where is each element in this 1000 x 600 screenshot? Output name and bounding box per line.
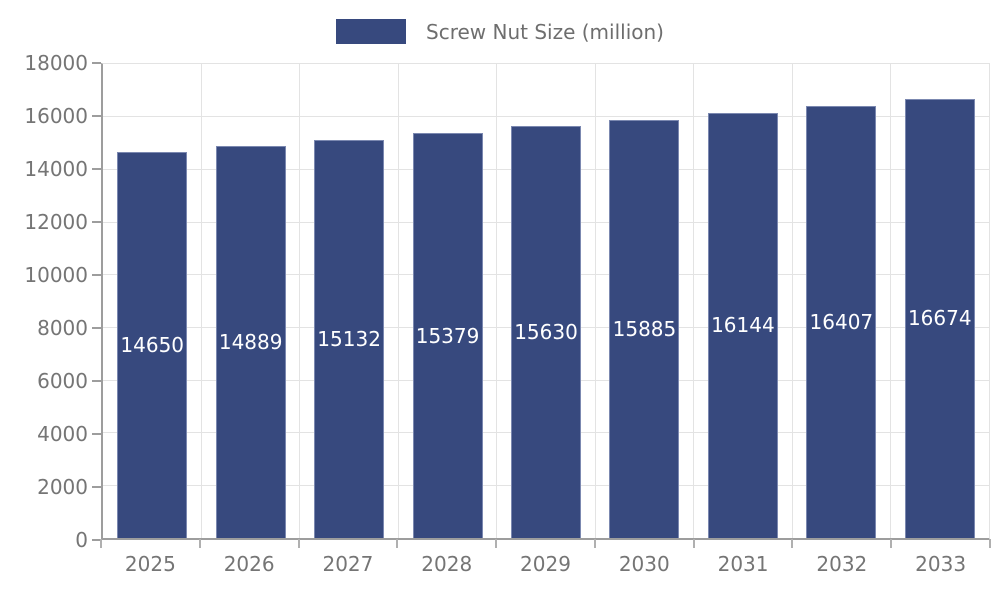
bar-value-label: 14650 bbox=[120, 333, 185, 358]
legend-label: Screw Nut Size (million) bbox=[426, 19, 664, 44]
gridline-vertical bbox=[594, 64, 596, 538]
y-tick-mark bbox=[92, 274, 101, 276]
y-tick-mark bbox=[92, 539, 101, 541]
bar-value-label: 15630 bbox=[514, 320, 578, 345]
y-tick-label: 16000 bbox=[24, 104, 88, 128]
x-tick-label: 2030 bbox=[618, 552, 670, 576]
bar-value-label: 15132 bbox=[317, 326, 381, 351]
x-tick-mark bbox=[989, 539, 991, 548]
x-tick-label: 2033 bbox=[915, 552, 967, 576]
legend-swatch bbox=[336, 19, 407, 44]
bar-value-label: 16407 bbox=[809, 309, 874, 334]
gridline-vertical bbox=[397, 64, 399, 538]
bar-value-label: 16674 bbox=[907, 306, 972, 331]
x-tick-mark bbox=[396, 539, 399, 548]
bar[interactable] bbox=[314, 139, 385, 538]
y-tick-mark bbox=[92, 433, 101, 435]
bar-value-label: 15379 bbox=[415, 323, 480, 348]
bar-value-label: 15885 bbox=[612, 316, 677, 341]
y-tick-label: 0 bbox=[75, 528, 88, 552]
bar[interactable] bbox=[511, 126, 581, 538]
gridline-vertical bbox=[299, 64, 301, 538]
bar[interactable] bbox=[215, 145, 286, 538]
x-tick-label: 2026 bbox=[223, 552, 275, 576]
bar[interactable] bbox=[609, 119, 680, 538]
y-tick-mark bbox=[92, 168, 101, 170]
y-tick-mark bbox=[92, 486, 101, 488]
y-tick-label: 2000 bbox=[37, 475, 88, 499]
x-tick-mark bbox=[198, 539, 201, 548]
bar[interactable] bbox=[117, 152, 188, 538]
bar-value-label: 16144 bbox=[711, 313, 775, 338]
x-tick-mark bbox=[791, 539, 794, 548]
gridline-vertical bbox=[791, 64, 793, 538]
gridline-vertical bbox=[890, 64, 892, 538]
y-tick-mark bbox=[92, 380, 101, 382]
x-tick-label: 2028 bbox=[421, 552, 473, 576]
y-tick-label: 4000 bbox=[37, 422, 88, 446]
bar[interactable] bbox=[412, 133, 483, 538]
y-tick-label: 6000 bbox=[37, 369, 88, 393]
bar-value-label: 14889 bbox=[218, 329, 283, 354]
gridline-vertical bbox=[496, 64, 498, 538]
gridline-horizontal bbox=[103, 116, 989, 118]
y-tick-mark bbox=[92, 221, 101, 223]
y-tick-mark bbox=[92, 115, 101, 117]
bar[interactable] bbox=[806, 105, 877, 538]
x-tick-label: 2027 bbox=[322, 552, 374, 576]
x-tick-mark bbox=[890, 539, 893, 548]
x-tick-mark bbox=[692, 539, 695, 548]
y-tick-label: 12000 bbox=[24, 210, 88, 234]
x-tick-mark bbox=[100, 539, 102, 548]
x-tick-mark bbox=[495, 539, 498, 548]
y-tick-label: 10000 bbox=[24, 263, 88, 287]
x-tick-mark bbox=[593, 539, 596, 548]
plot-area: 14650 14889 15132 15379 15630 15885 16144 16407… bbox=[101, 63, 990, 540]
x-tick-label: 2025 bbox=[124, 552, 176, 576]
bar[interactable] bbox=[707, 112, 778, 538]
y-tick-label: 8000 bbox=[37, 316, 88, 340]
bar[interactable] bbox=[904, 98, 975, 538]
y-tick-label: 18000 bbox=[24, 51, 88, 75]
y-tick-mark bbox=[92, 327, 101, 329]
x-tick-mark bbox=[297, 539, 300, 548]
y-tick-mark bbox=[92, 62, 101, 64]
legend[interactable]: Screw Nut Size (million) bbox=[0, 19, 1000, 44]
x-tick-label: 2029 bbox=[520, 552, 571, 576]
x-tick-label: 2032 bbox=[816, 552, 868, 576]
y-tick-label: 14000 bbox=[24, 157, 88, 181]
gridline-vertical bbox=[200, 64, 202, 538]
x-tick-label: 2031 bbox=[717, 552, 769, 576]
gridline-vertical bbox=[693, 64, 695, 538]
